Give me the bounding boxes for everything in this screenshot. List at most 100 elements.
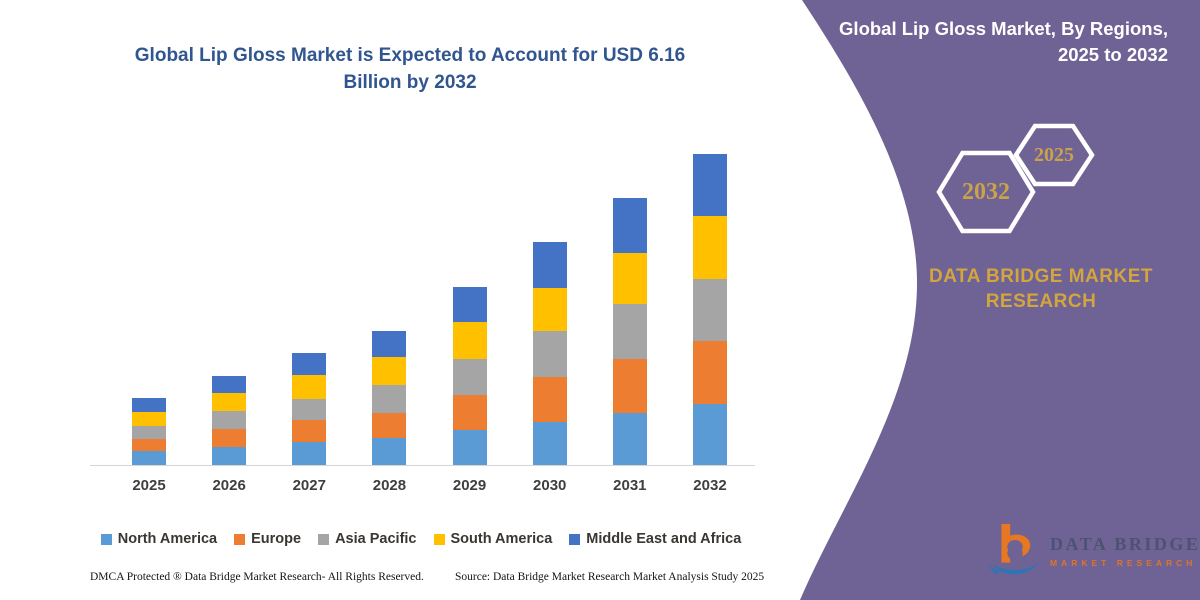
x-axis-label-cell: 2025 xyxy=(132,477,166,494)
data-bridge-logo-icon xyxy=(987,523,1041,575)
legend-item: South America xyxy=(433,531,553,547)
bar-segment xyxy=(292,353,327,375)
bar-segment xyxy=(132,426,166,439)
brand-name: DATA BRIDGE MARKET RESEARCH xyxy=(910,264,1172,314)
bar-segment xyxy=(452,430,487,465)
legend-label: North America xyxy=(117,531,218,547)
bar-segment xyxy=(532,242,567,288)
bar-segment xyxy=(372,413,407,438)
bar-segment xyxy=(692,154,727,216)
bar-segment xyxy=(132,398,166,412)
bar-segment xyxy=(212,447,247,465)
bar-segment xyxy=(612,198,647,253)
legend-item: North America xyxy=(100,531,218,547)
bar-segment xyxy=(612,413,647,465)
bar-segment xyxy=(212,411,247,429)
bar-segment xyxy=(132,439,166,451)
bar-segment xyxy=(372,331,407,357)
bar-column-2030 xyxy=(532,242,567,465)
legend-label: Europe xyxy=(251,531,302,547)
hexagon-2025-outline xyxy=(1013,123,1095,187)
bar-segment xyxy=(452,287,487,322)
bar-segment xyxy=(612,253,647,304)
purple-panel-shape xyxy=(800,0,1200,600)
bar-segment xyxy=(532,377,567,422)
x-axis-label-cell: 2032 xyxy=(693,477,727,494)
legend-label: Asia Pacific xyxy=(335,531,417,547)
bar-chart xyxy=(132,153,727,465)
x-axis-label-cell: 2027 xyxy=(292,477,326,494)
chart-title-line2: Billion by 2032 xyxy=(343,72,477,93)
legend-swatch xyxy=(100,533,112,545)
panel-title-line2: 2025 to 2032 xyxy=(1057,44,1168,65)
legend-item: Europe xyxy=(234,531,301,547)
panel-title: Global Lip Gloss Market, By Regions, 202… xyxy=(820,16,1168,68)
x-axis-label-cell: 2029 xyxy=(453,477,487,494)
legend-swatch xyxy=(318,533,330,545)
x-axis-labels: 2025 2026 2027 2028 2029 2030 2031 2032 xyxy=(132,477,727,494)
bar-segment xyxy=(692,341,727,404)
bar-segment xyxy=(212,393,247,411)
x-axis-label-cell: 2026 xyxy=(212,477,246,494)
brand-name-line2: RESEARCH xyxy=(985,291,1097,312)
hexagon-year-2032: 2032 xyxy=(962,178,1010,205)
chart-title: Global Lip Gloss Market is Expected to A… xyxy=(75,42,745,96)
bar-segment xyxy=(612,304,647,359)
bar-segment xyxy=(532,288,567,331)
x-axis-label-cell: 2030 xyxy=(533,477,567,494)
chart-title-line1: Global Lip Gloss Market is Expected to A… xyxy=(134,45,686,66)
logo-subtitle-text: MARKET RESEARCH xyxy=(1050,558,1197,568)
x-axis-label: 2032 xyxy=(693,477,727,494)
x-axis-label: 2027 xyxy=(292,477,326,494)
logo-b-counter xyxy=(1007,539,1023,561)
hexagon-year-2025: 2025 xyxy=(1034,143,1074,166)
bar-segment xyxy=(532,422,567,465)
x-axis-label: 2028 xyxy=(372,477,407,494)
bar-column-2032 xyxy=(692,154,727,465)
legend-item: Asia Pacific xyxy=(318,531,417,547)
x-axis-label: 2030 xyxy=(533,477,567,494)
dmca-notice: DMCA Protected ® Data Bridge Market Rese… xyxy=(90,571,424,583)
bar-segment xyxy=(452,322,487,359)
source-note: Source: Data Bridge Market Research Mark… xyxy=(455,571,765,583)
bar-column-2027 xyxy=(292,353,327,465)
chart-legend: North America Europe Asia Pacific South Ame… xyxy=(85,531,757,547)
bar-column-2029 xyxy=(452,287,487,465)
legend-swatch xyxy=(569,533,581,545)
chart-area: Global Lip Gloss Market is Expected to A… xyxy=(75,42,765,583)
bar-segment xyxy=(292,375,327,399)
bar-segment xyxy=(612,359,647,413)
bar-segment xyxy=(452,395,487,430)
hexagon-2032-outline xyxy=(936,150,1036,234)
logo-b-stem xyxy=(1001,523,1011,563)
bar-segment xyxy=(372,357,407,385)
panel-title-line1: Global Lip Gloss Market, By Regions, xyxy=(839,18,1168,39)
bar-segment xyxy=(212,429,247,447)
bar-column-2028 xyxy=(372,331,407,465)
x-axis-label: 2025 xyxy=(132,477,166,494)
x-axis-label-cell: 2031 xyxy=(613,477,647,494)
legend-label: Middle East and Africa xyxy=(586,531,742,547)
bar-column-2026 xyxy=(212,376,247,465)
x-axis-label: 2029 xyxy=(452,477,487,494)
bar-segment xyxy=(692,404,727,465)
x-axis-label: 2026 xyxy=(212,477,246,494)
logo-swoosh xyxy=(991,560,1041,575)
bar-segment xyxy=(132,412,166,426)
legend-label: South America xyxy=(450,531,553,547)
bar-segment xyxy=(292,399,327,420)
logo-name-text: DATA BRIDGE xyxy=(1050,534,1200,554)
x-axis-label: 2031 xyxy=(613,477,647,494)
data-bridge-logo: DATA BRIDGE MARKET RESEARCH xyxy=(986,520,1200,582)
bar-segment xyxy=(532,331,567,377)
logo-text-block: DATA BRIDGE MARKET RESEARCH xyxy=(1050,534,1200,568)
bar-segment xyxy=(452,359,487,395)
legend-item: Middle East and Africa xyxy=(569,531,741,547)
bar-column-2025 xyxy=(132,398,166,465)
bar-segment xyxy=(692,279,727,341)
bar-segment xyxy=(212,376,247,393)
bar-segment xyxy=(292,420,327,442)
bar-segment xyxy=(292,442,327,465)
x-axis-label-cell: 2028 xyxy=(372,477,406,494)
